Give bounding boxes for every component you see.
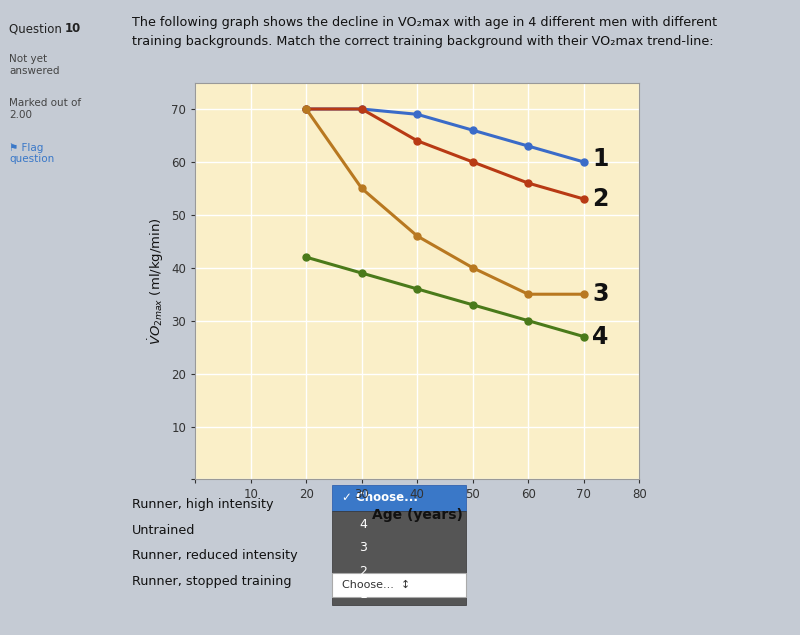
Text: 3: 3 [592,282,609,306]
Bar [332,511,466,605]
Text: Not yet
answered: Not yet answered [10,54,60,76]
Text: 1: 1 [592,147,609,171]
Text: ✓ Choose...: ✓ Choose... [342,491,418,504]
Text: 3: 3 [359,541,367,554]
Text: Untrained: Untrained [132,524,196,537]
Text: Question: Question [10,22,66,35]
Text: Runner, stopped training: Runner, stopped training [132,575,292,587]
Text: Runner, high intensity: Runner, high intensity [132,498,274,511]
Text: The following graph shows the decline in VO₂max with age in 4 different men with: The following graph shows the decline in… [132,16,718,29]
Bar [332,573,466,597]
Text: 10: 10 [65,22,81,35]
Text: 4: 4 [359,518,367,531]
Text: 2: 2 [592,187,609,211]
Text: Runner, reduced intensity: Runner, reduced intensity [132,549,298,562]
Y-axis label: $\dot{V}O_{2max}$ (ml/kg/min): $\dot{V}O_{2max}$ (ml/kg/min) [146,217,166,345]
Text: 4: 4 [592,324,609,349]
Text: training backgrounds. Match the correct training background with their VO₂max tr: training backgrounds. Match the correct … [132,35,714,48]
Text: Choose...  ↕: Choose... ↕ [342,580,410,590]
Text: Marked out of
2.00: Marked out of 2.00 [10,98,82,120]
Text: 1: 1 [359,588,367,601]
Text: 2: 2 [359,565,367,578]
Bar [332,485,466,511]
X-axis label: Age (years): Age (years) [372,509,462,523]
Text: ⚑ Flag
question: ⚑ Flag question [10,143,54,164]
